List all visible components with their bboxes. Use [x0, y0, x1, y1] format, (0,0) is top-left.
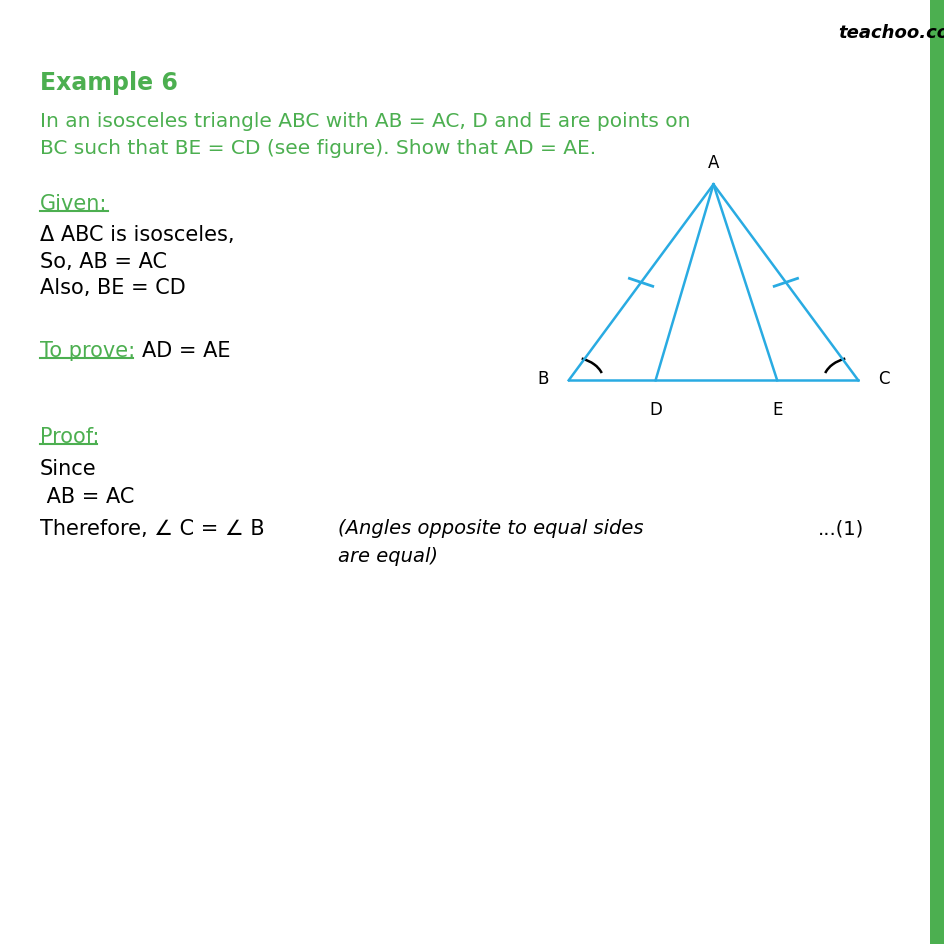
- Text: Therefore, ∠ C = ∠ B: Therefore, ∠ C = ∠ B: [40, 518, 264, 538]
- Text: Example 6: Example 6: [40, 71, 177, 95]
- Text: E: E: [771, 400, 782, 418]
- Text: teachoo.com: teachoo.com: [837, 24, 944, 42]
- Text: ...(1): ...(1): [818, 519, 864, 538]
- Text: (Angles opposite to equal sides: (Angles opposite to equal sides: [338, 519, 643, 538]
- Text: BC such that BE = CD (see figure). Show that AD = AE.: BC such that BE = CD (see figure). Show …: [40, 140, 596, 159]
- Text: In an isosceles triangle ABC with AB = AC, D and E are points on: In an isosceles triangle ABC with AB = A…: [40, 112, 690, 131]
- Text: Also, BE = CD: Also, BE = CD: [40, 278, 186, 297]
- Text: So, AB = AC: So, AB = AC: [40, 252, 167, 272]
- Text: Δ ABC is isosceles,: Δ ABC is isosceles,: [40, 225, 234, 244]
- Text: B: B: [536, 370, 548, 388]
- Bar: [929, 0, 944, 944]
- Text: C: C: [878, 370, 889, 388]
- Text: Given:: Given:: [40, 194, 108, 213]
- Text: Proof:: Proof:: [40, 427, 99, 447]
- Text: D: D: [649, 400, 662, 418]
- Text: To prove:: To prove:: [40, 341, 135, 361]
- Text: Since: Since: [40, 459, 96, 479]
- Text: A: A: [707, 154, 718, 172]
- Text: are equal): are equal): [338, 547, 437, 565]
- Text: AB = AC: AB = AC: [40, 486, 134, 507]
- Text: AD = AE: AD = AE: [142, 341, 230, 361]
